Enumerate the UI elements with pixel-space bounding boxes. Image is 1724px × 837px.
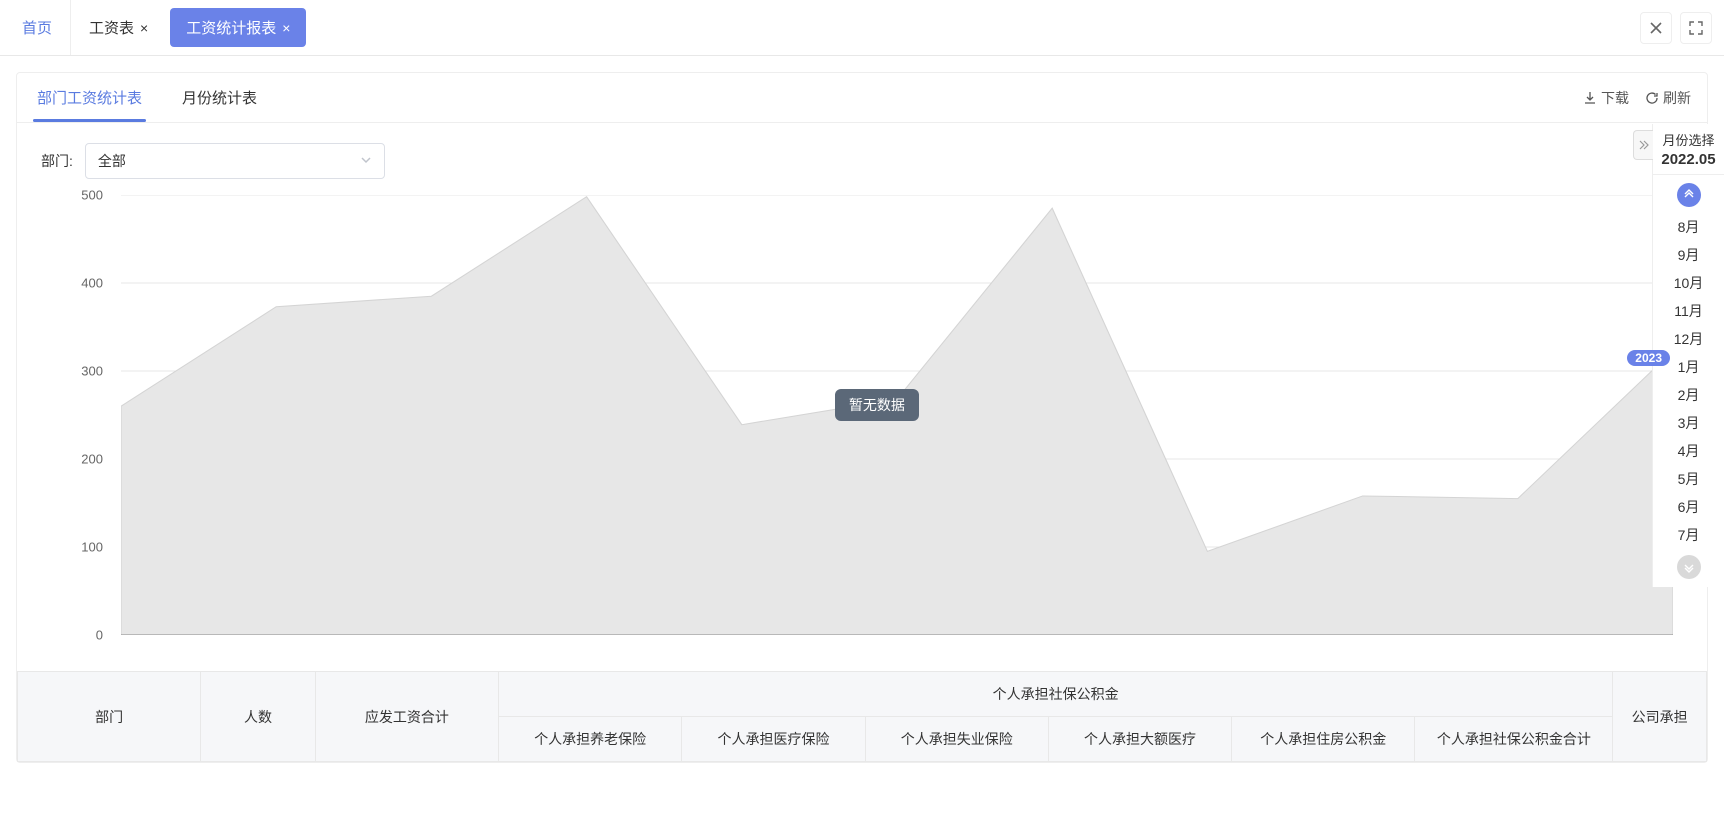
- month-scroll-up-button[interactable]: [1677, 183, 1701, 207]
- download-button[interactable]: 下载: [1583, 88, 1629, 108]
- col-sub: 个人承担医疗保险: [682, 717, 865, 762]
- main-panel: 部门工资统计表 月份统计表 下载 刷新 部门: 全部: [16, 72, 1708, 763]
- chart-plot: 暂无数据: [121, 195, 1673, 635]
- month-picker-title: 月份选择: [1653, 124, 1724, 151]
- y-tick-label: 500: [81, 188, 103, 203]
- y-tick-label: 400: [81, 276, 103, 291]
- collapse-month-panel-button[interactable]: [1633, 130, 1653, 160]
- y-tick-label: 0: [96, 628, 103, 643]
- close-all-button[interactable]: [1640, 12, 1672, 44]
- col-group-personal: 个人承担社保公积金: [499, 672, 1613, 717]
- month-item[interactable]: 10月: [1674, 273, 1704, 293]
- col-overflow: 公司承担: [1613, 672, 1707, 762]
- filter-row: 部门: 全部: [17, 123, 1707, 187]
- col-sub: 个人承担失业保险: [865, 717, 1048, 762]
- table: 部门 人数 应发工资合计 个人承担社保公积金 公司承担 个人承担养老保险个人承担…: [17, 671, 1707, 762]
- sub-tab-month[interactable]: 月份统计表: [162, 73, 277, 122]
- summary-table: 部门 人数 应发工资合计 个人承担社保公积金 公司承担 个人承担养老保险个人承担…: [17, 671, 1707, 762]
- tooltip-text: 暂无数据: [849, 397, 905, 413]
- top-actions: [1640, 0, 1720, 55]
- col-sub: 个人承担养老保险: [499, 717, 682, 762]
- sub-tab-month-label: 月份统计表: [182, 90, 257, 107]
- sub-actions: 下载 刷新: [1583, 88, 1707, 108]
- close-icon[interactable]: ×: [140, 20, 148, 36]
- fullscreen-icon: [1689, 21, 1703, 35]
- year-badge: 2023: [1627, 350, 1670, 366]
- y-tick-label: 100: [81, 540, 103, 555]
- top-tabs: 首页 工资表 × 工资统计报表 ×: [4, 0, 310, 55]
- col-total: 应发工资合计: [315, 672, 498, 762]
- col-sub: 个人承担住房公积金: [1232, 717, 1415, 762]
- chart-tooltip: 暂无数据: [835, 389, 919, 421]
- month-item[interactable]: 12月: [1674, 329, 1704, 349]
- month-item[interactable]: 3月: [1678, 413, 1700, 433]
- y-axis: 0100200300400500: [41, 195, 111, 635]
- month-item[interactable]: 2月: [1678, 385, 1700, 405]
- col-sub: 个人承担大额医疗: [1048, 717, 1231, 762]
- dept-select-value: 全部: [98, 151, 126, 171]
- month-item[interactable]: 11月: [1674, 301, 1703, 321]
- tab-home-label: 首页: [22, 17, 52, 38]
- y-tick-label: 300: [81, 364, 103, 379]
- close-icon[interactable]: ×: [282, 20, 290, 36]
- month-item[interactable]: 7月: [1678, 525, 1700, 545]
- month-item[interactable]: 4月: [1678, 441, 1700, 461]
- download-icon: [1583, 91, 1597, 105]
- month-list: 8月 9月 10月 11月 12月 1月 2月 3月 4月 5月 6月 7月: [1653, 215, 1724, 547]
- sub-tab-row: 部门工资统计表 月份统计表 下载 刷新: [17, 73, 1707, 123]
- col-dept: 部门: [18, 672, 201, 762]
- content-area: 部门工资统计表 月份统计表 下载 刷新 部门: 全部: [0, 56, 1724, 779]
- chevron-down-icon: [360, 153, 372, 169]
- month-item[interactable]: 5月: [1678, 469, 1700, 489]
- month-item[interactable]: 9月: [1678, 245, 1700, 265]
- top-tab-bar: 首页 工资表 × 工资统计报表 ×: [0, 0, 1724, 56]
- close-icon: [1649, 21, 1663, 35]
- tab-salary-label: 工资表: [89, 17, 134, 38]
- tab-report[interactable]: 工资统计报表 ×: [170, 8, 306, 47]
- month-picker-panel: 月份选择 2022.05 8月 9月 10月 11月 12月 1月 2月 3月 4月 5月 6月 7月…: [1652, 124, 1724, 587]
- col-sub: 个人承担社保公积金合计: [1415, 717, 1613, 762]
- tab-home[interactable]: 首页: [4, 0, 71, 55]
- sub-tab-dept-label: 部门工资统计表: [37, 90, 142, 107]
- sub-tabs: 部门工资统计表 月份统计表: [17, 73, 277, 122]
- chart-container: 0 100 200 300 400 500 暂无数据: [17, 187, 1707, 659]
- y-tick-label: 200: [81, 452, 103, 467]
- month-item[interactable]: 8月: [1678, 217, 1700, 237]
- area-chart: 0100200300400500 暂无数据: [41, 195, 1683, 635]
- dept-filter-label: 部门:: [41, 151, 73, 171]
- tab-report-label: 工资统计报表: [186, 17, 276, 38]
- chevron-down-icon: [1683, 561, 1695, 573]
- col-count: 人数: [201, 672, 316, 762]
- fullscreen-button[interactable]: [1680, 12, 1712, 44]
- chevron-right-icon: [1639, 140, 1649, 150]
- refresh-button[interactable]: 刷新: [1645, 88, 1691, 108]
- refresh-icon: [1645, 91, 1659, 105]
- sub-tab-dept[interactable]: 部门工资统计表: [17, 73, 162, 122]
- download-label: 下载: [1601, 88, 1629, 108]
- chevron-up-icon: [1683, 189, 1695, 201]
- month-scroll-down-button[interactable]: [1677, 555, 1701, 579]
- tab-salary[interactable]: 工资表 ×: [71, 0, 166, 55]
- dept-select[interactable]: 全部: [85, 143, 385, 179]
- month-item[interactable]: 1月: [1678, 357, 1700, 377]
- refresh-label: 刷新: [1663, 88, 1691, 108]
- month-item[interactable]: 6月: [1678, 497, 1700, 517]
- month-picker-selected: 2022.05: [1653, 151, 1724, 175]
